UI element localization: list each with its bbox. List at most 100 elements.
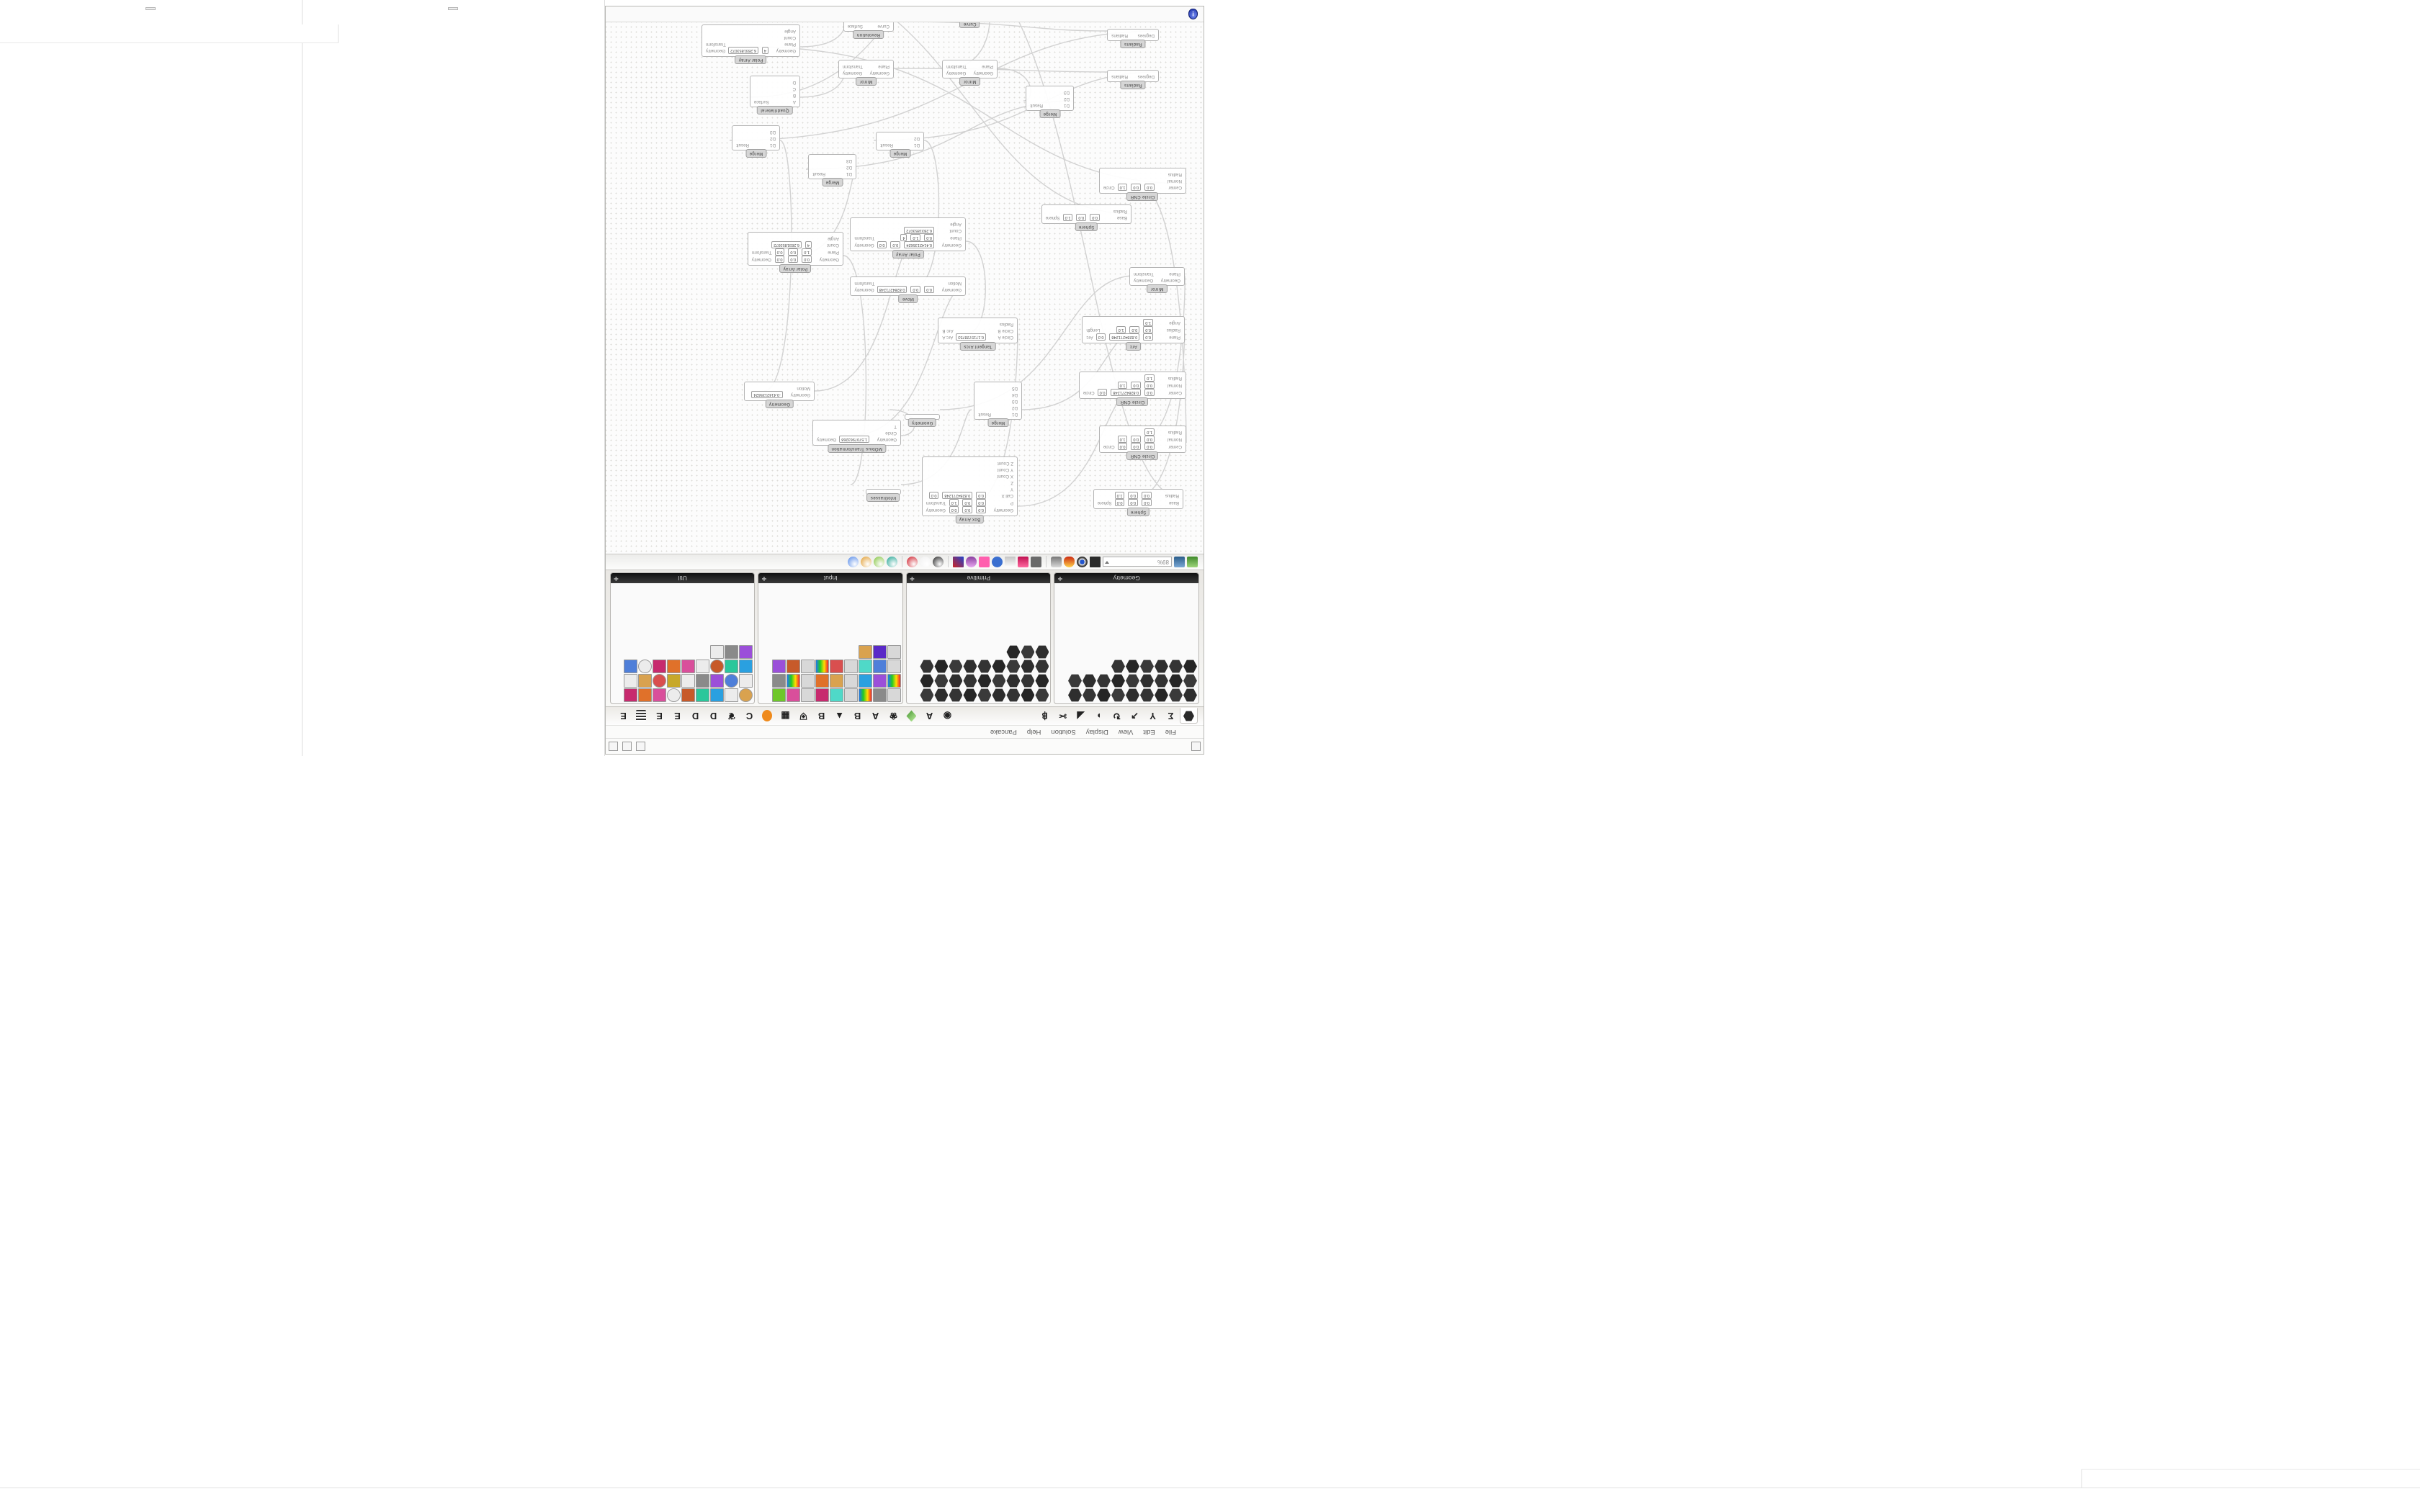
node-value-field[interactable]: 1.0: [1114, 491, 1125, 499]
canvas-node[interactable]: Geometry Geometry -0.4142135624 Motion: [744, 381, 815, 408]
mesh-tab[interactable]: ◢: [1077, 711, 1085, 722]
node-value-field[interactable]: 0.0: [1144, 442, 1155, 450]
node-input-port[interactable]: Y: [1010, 486, 1013, 492]
canvas-node[interactable]: InfoGlasses: [866, 489, 901, 502]
node-input-port[interactable]: Curve: [877, 24, 889, 29]
component-icon[interactable]: [815, 674, 829, 688]
node-value-field[interactable]: 4: [805, 240, 812, 248]
component-icon[interactable]: [992, 674, 1006, 688]
node-input-port[interactable]: Geometry: [790, 392, 810, 398]
node-value-field[interactable]: 1.5707963268: [839, 435, 869, 443]
chevron-down-icon[interactable]: [1105, 561, 1109, 564]
node-output-port[interactable]: Arc A: [942, 335, 954, 341]
component-icon[interactable]: [681, 660, 696, 673]
node-input-port[interactable]: Center: [1168, 390, 1182, 396]
node-input-port[interactable]: Radius: [1166, 328, 1180, 333]
addon-e3-tab[interactable]: E: [620, 711, 627, 721]
component-icon[interactable]: [1097, 688, 1111, 702]
node-value-field[interactable]: 0.0: [1076, 213, 1087, 221]
gha-assembly-icon[interactable]: [1018, 557, 1028, 567]
component-icon[interactable]: [1111, 688, 1125, 702]
component-icon[interactable]: [935, 674, 949, 688]
node-value-field[interactable]: 0.0: [962, 505, 973, 513]
addon-d2-tab[interactable]: D: [691, 711, 699, 721]
canvas-node[interactable]: MÖbius Transformation Geometry 1.570796326…: [812, 419, 901, 453]
component-icon[interactable]: [1111, 660, 1125, 673]
canvas-node[interactable]: Circle CNR Center 0.0 0.8284271248 0.0 Circle…: [1078, 371, 1186, 406]
canvas-node[interactable]: Merge D1 Result D2 D3: [808, 154, 856, 186]
node-input-port[interactable]: Plane: [784, 41, 796, 47]
component-icon[interactable]: [786, 660, 800, 673]
node-value-field[interactable]: 0.0: [774, 248, 785, 256]
node-value-field[interactable]: 0.0: [1128, 498, 1139, 506]
addon-a2-tab[interactable]: A: [871, 711, 879, 721]
component-icon[interactable]: [815, 660, 829, 673]
node-value-field[interactable]: 0.0: [1129, 325, 1140, 333]
canvas-node[interactable]: Move Geometry 0.0 0.0 0.8284271248 Geometry Mo…: [850, 276, 966, 303]
component-icon[interactable]: [1068, 674, 1082, 688]
node-input-port[interactable]: D5: [1012, 386, 1018, 392]
expand-icon[interactable]: ✚: [1057, 575, 1063, 582]
rhino-viewport-panel-1[interactable]: [302, 0, 605, 756]
node-input-port[interactable]: D1: [1012, 412, 1018, 417]
node-input-port[interactable]: D4: [1012, 392, 1018, 398]
node-input-port[interactable]: T: [894, 423, 897, 429]
component-icon[interactable]: [1126, 660, 1139, 673]
canvas-node[interactable]: Geometry: [905, 414, 940, 427]
node-input-port[interactable]: Center: [1168, 444, 1182, 450]
scissors-icon[interactable]: [953, 557, 964, 567]
canvas-toolbar[interactable]: 89%: [606, 554, 1204, 570]
node-input-port[interactable]: Normal: [1168, 178, 1182, 184]
component-icon[interactable]: [624, 660, 638, 673]
component-icon[interactable]: [696, 688, 710, 702]
node-input-port[interactable]: Z Count: [997, 460, 1013, 466]
node-value-field[interactable]: 0.0: [802, 255, 812, 263]
node-value-field[interactable]: 0.0: [1144, 381, 1155, 389]
component-icon[interactable]: [667, 674, 681, 688]
node-value-field[interactable]: 0.0: [788, 248, 799, 256]
component-icon[interactable]: [638, 688, 653, 702]
component-icon[interactable]: [725, 660, 739, 673]
component-icon[interactable]: [1036, 688, 1049, 702]
node-output-port[interactable]: Radians: [1111, 74, 1128, 79]
component-icon[interactable]: [1021, 674, 1035, 688]
component-icon[interactable]: [801, 660, 815, 673]
node-input-port[interactable]: Normal: [1168, 383, 1182, 389]
node-output-port[interactable]: Circle: [1083, 390, 1095, 396]
component-group-input[interactable]: Input ✚: [758, 572, 903, 704]
bake-flame-icon[interactable]: [1064, 557, 1075, 567]
component-icon[interactable]: [710, 645, 725, 659]
node-input-port[interactable]: Plane: [828, 250, 839, 256]
node-value-field[interactable]: 0.0: [1142, 491, 1152, 499]
component-icon[interactable]: [1083, 674, 1096, 688]
addon-b-tab[interactable]: B: [853, 711, 861, 721]
node-value-field[interactable]: 4: [900, 233, 908, 241]
component-icon[interactable]: [624, 674, 638, 688]
component-icon[interactable]: [964, 688, 977, 702]
node-input-port[interactable]: C: [792, 86, 796, 92]
node-input-port[interactable]: Count: [827, 243, 839, 248]
component-icon[interactable]: [1140, 660, 1154, 673]
addon-dots-tab[interactable]: [632, 708, 650, 724]
component-icon[interactable]: [725, 645, 739, 659]
node-value-field[interactable]: 0.0: [877, 240, 887, 248]
node-value-field[interactable]: 0.1715728753: [956, 333, 986, 341]
component-icon[interactable]: [1169, 674, 1183, 688]
rhino-viewport-panel-2[interactable]: [0, 0, 302, 756]
color-sphere-icon[interactable]: [848, 557, 859, 567]
canvas-node[interactable]: Merge D1 Result D2: [876, 132, 924, 158]
component-icon[interactable]: [638, 660, 653, 673]
component-icon[interactable]: [696, 674, 710, 688]
node-input-port[interactable]: Count: [784, 35, 796, 40]
node-value-field[interactable]: 6.2831853072: [771, 240, 802, 248]
node-value-field[interactable]: 1.0: [1117, 381, 1128, 389]
node-output-port[interactable]: Result: [812, 171, 825, 176]
node-value-field[interactable]: 0.8284271248: [942, 491, 973, 499]
component-icon[interactable]: [772, 660, 786, 673]
expand-icon[interactable]: ✚: [910, 575, 915, 582]
node-input-port[interactable]: D1: [846, 171, 852, 176]
canvas-node[interactable]: Circle CNR Center 0.0 0.0 1.0 Circle Normal Rad…: [1098, 167, 1186, 201]
component-icon[interactable]: [873, 688, 887, 702]
node-output-port[interactable]: Geometry: [817, 437, 837, 443]
addon-chicken-tab[interactable]: ❦: [727, 711, 735, 722]
